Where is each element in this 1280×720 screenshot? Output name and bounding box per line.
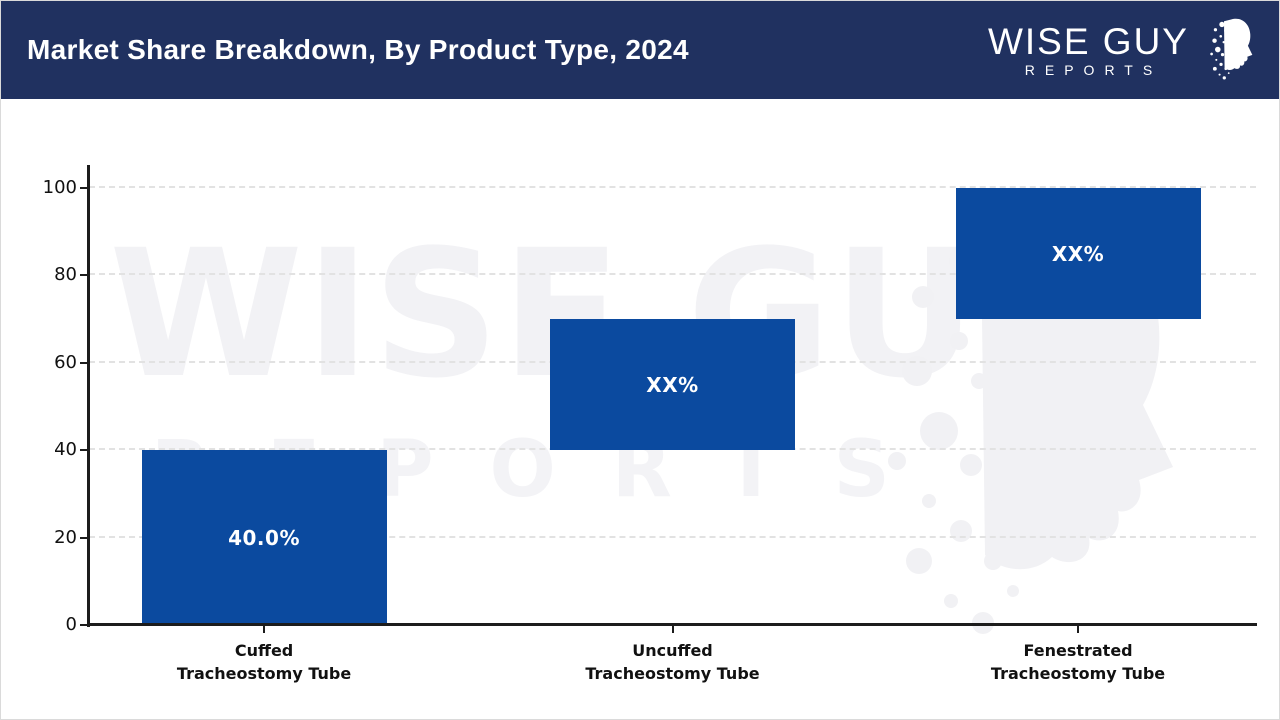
logo-wordmark: WISE GUY: [987, 21, 1189, 62]
logo-subtitle: REPORTS: [1024, 62, 1163, 78]
wiseguy-logo: WISE GUY REPORTS: [988, 10, 1255, 90]
bar-value-label: XX%: [646, 372, 699, 397]
y-tick-mark: [80, 624, 87, 626]
y-tick-100: 100: [42, 177, 77, 198]
y-tick-mark: [80, 536, 87, 539]
x-tick-mark: [263, 626, 266, 633]
x-category-label: Fenestrated Tracheostomy Tube: [990, 641, 1166, 683]
header-bar: Market Share Breakdown, By Product Type,…: [1, 1, 1279, 99]
y-tick-mark: [80, 449, 87, 452]
bar-uncuffed: XX%: [550, 319, 795, 451]
x-category-label: Cuffed Tracheostomy Tube: [176, 641, 352, 683]
gridline-20: [89, 535, 1256, 538]
y-tick-mark: [80, 187, 87, 189]
x-tick-mark: [671, 626, 674, 633]
y-tick-mark: [80, 274, 87, 277]
y-tick-80: 80: [54, 264, 77, 286]
bar-cuffed: 40.0%: [141, 450, 387, 625]
chart-region: WISE GUY REPORTS 40.0% XX% XX% 0 20 40 60 80 10…: [1, 99, 1279, 719]
bar-value-label: XX%: [1051, 241, 1105, 266]
y-axis: [87, 165, 90, 627]
gridline-100: [89, 186, 1256, 188]
gridline-80: [89, 273, 1256, 276]
y-tick-0: 0: [65, 614, 77, 635]
y-tick-mark: [80, 361, 87, 364]
logo-text: WISE GUY REPORTS: [988, 23, 1189, 77]
x-tick-mark: [1077, 626, 1080, 633]
bar-value-label: 40.0%: [228, 525, 300, 550]
wiseguy-head-icon: [1210, 18, 1253, 80]
x-axis: [87, 623, 1257, 626]
y-tick-60: 60: [54, 351, 77, 373]
page-title: Market Share Breakdown, By Product Type,…: [27, 34, 689, 65]
y-tick-20: 20: [54, 526, 77, 548]
bar-fenestrated: XX%: [955, 188, 1201, 320]
plot-area: 40.0% XX% XX%: [89, 186, 1256, 625]
y-tick-40: 40: [54, 439, 77, 461]
x-category-label: Uncuffed Tracheostomy Tube: [585, 641, 760, 683]
